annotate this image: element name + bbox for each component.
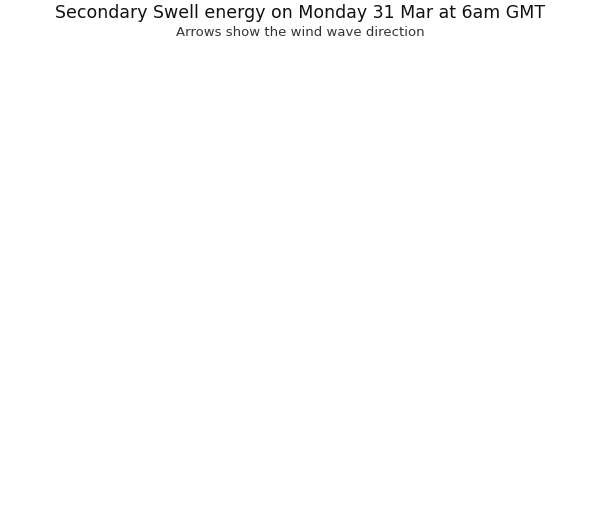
Text: Secondary Swell energy on Monday 31 Mar at 6am GMT: Secondary Swell energy on Monday 31 Mar … <box>55 4 546 22</box>
Text: Arrows show the wind wave direction: Arrows show the wind wave direction <box>176 26 425 40</box>
Text: cartopy required: cartopy required <box>243 271 358 285</box>
